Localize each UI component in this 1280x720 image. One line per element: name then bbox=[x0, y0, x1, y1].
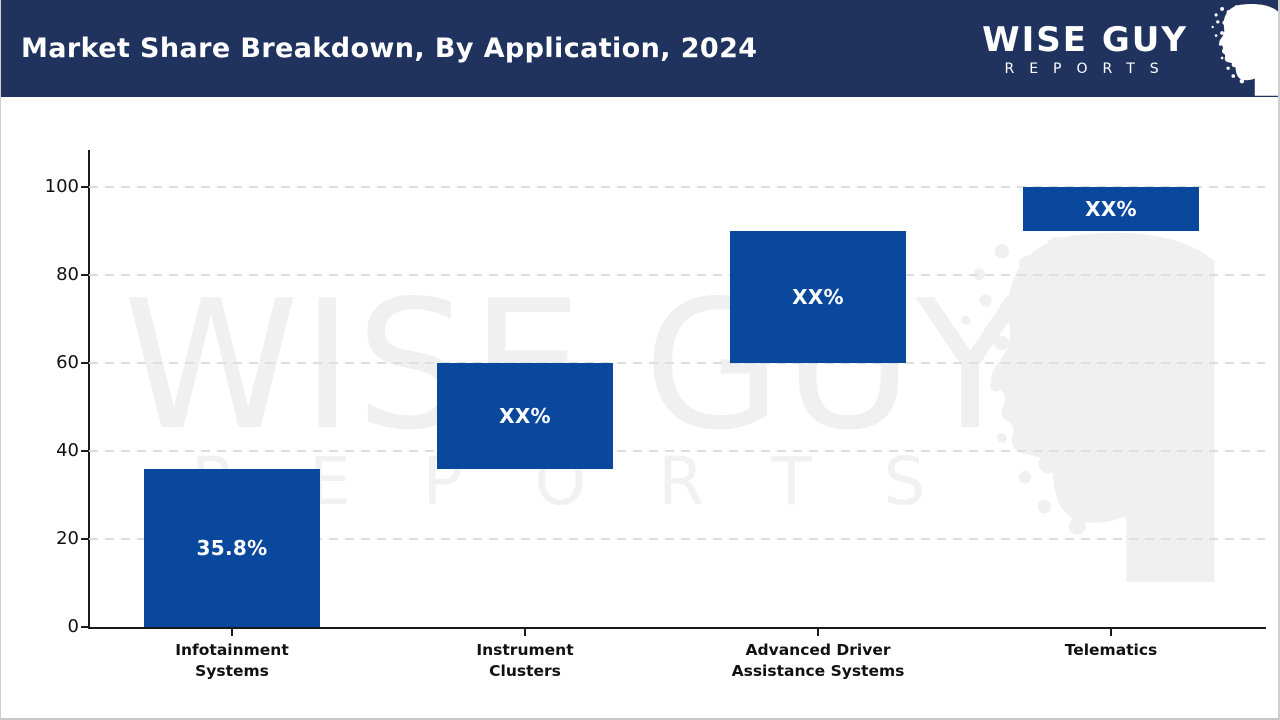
bar-instrument: XX% bbox=[437, 363, 613, 470]
y-tick-label-80: 80 bbox=[56, 264, 79, 285]
bar-telematics: XX% bbox=[1023, 187, 1199, 231]
y-tick-label-40: 40 bbox=[56, 440, 79, 461]
y-tick-60 bbox=[81, 362, 89, 364]
y-tick-100 bbox=[81, 186, 89, 188]
x-category-label: Infotainment Systems bbox=[175, 641, 289, 680]
y-tick-80 bbox=[81, 274, 89, 276]
x-axis-line bbox=[88, 627, 1266, 629]
y-axis-line bbox=[88, 150, 90, 628]
gridline-40 bbox=[89, 450, 1265, 452]
bar-value-label: 35.8% bbox=[196, 536, 268, 561]
bar-advanced-driver: XX% bbox=[730, 231, 906, 363]
x-category-label: Instrument Clusters bbox=[476, 641, 574, 680]
x-tick-0 bbox=[231, 629, 233, 636]
brand-face-icon bbox=[1211, 4, 1278, 96]
x-tick-1 bbox=[524, 629, 526, 636]
y-tick-label-0: 0 bbox=[67, 616, 79, 637]
gridline-60 bbox=[89, 362, 1265, 364]
y-tick-0 bbox=[81, 626, 89, 628]
y-tick-20 bbox=[81, 538, 89, 540]
brand-name: WISE GUY bbox=[982, 20, 1188, 60]
header-bar: Market Share Breakdown, By Application, … bbox=[1, 0, 1278, 97]
brand-logo-text: WISE GUY REPORTS bbox=[982, 20, 1188, 77]
y-tick-label-20: 20 bbox=[56, 528, 79, 549]
y-tick-40 bbox=[81, 450, 89, 452]
bar-value-label: XX% bbox=[792, 285, 844, 309]
gridline-20 bbox=[89, 538, 1265, 540]
bar-value-label: XX% bbox=[1085, 197, 1137, 221]
y-tick-label-60: 60 bbox=[56, 352, 79, 373]
bar-value-label: XX% bbox=[499, 404, 551, 429]
gridline-100 bbox=[89, 186, 1265, 188]
bar-infotainment: 35.8% bbox=[144, 469, 320, 627]
brand-logo: WISE GUY REPORTS bbox=[982, 0, 1278, 97]
brand-subtitle: REPORTS bbox=[1004, 61, 1174, 77]
y-tick-label-100: 100 bbox=[44, 176, 79, 197]
x-category-label: Telematics bbox=[1064, 641, 1158, 659]
gridline-80 bbox=[89, 274, 1265, 276]
x-tick-3 bbox=[1110, 629, 1112, 636]
x-category-label: Advanced Driver Assistance Systems bbox=[731, 641, 905, 680]
x-tick-2 bbox=[817, 629, 819, 636]
page-title: Market Share Breakdown, By Application, … bbox=[21, 33, 758, 64]
